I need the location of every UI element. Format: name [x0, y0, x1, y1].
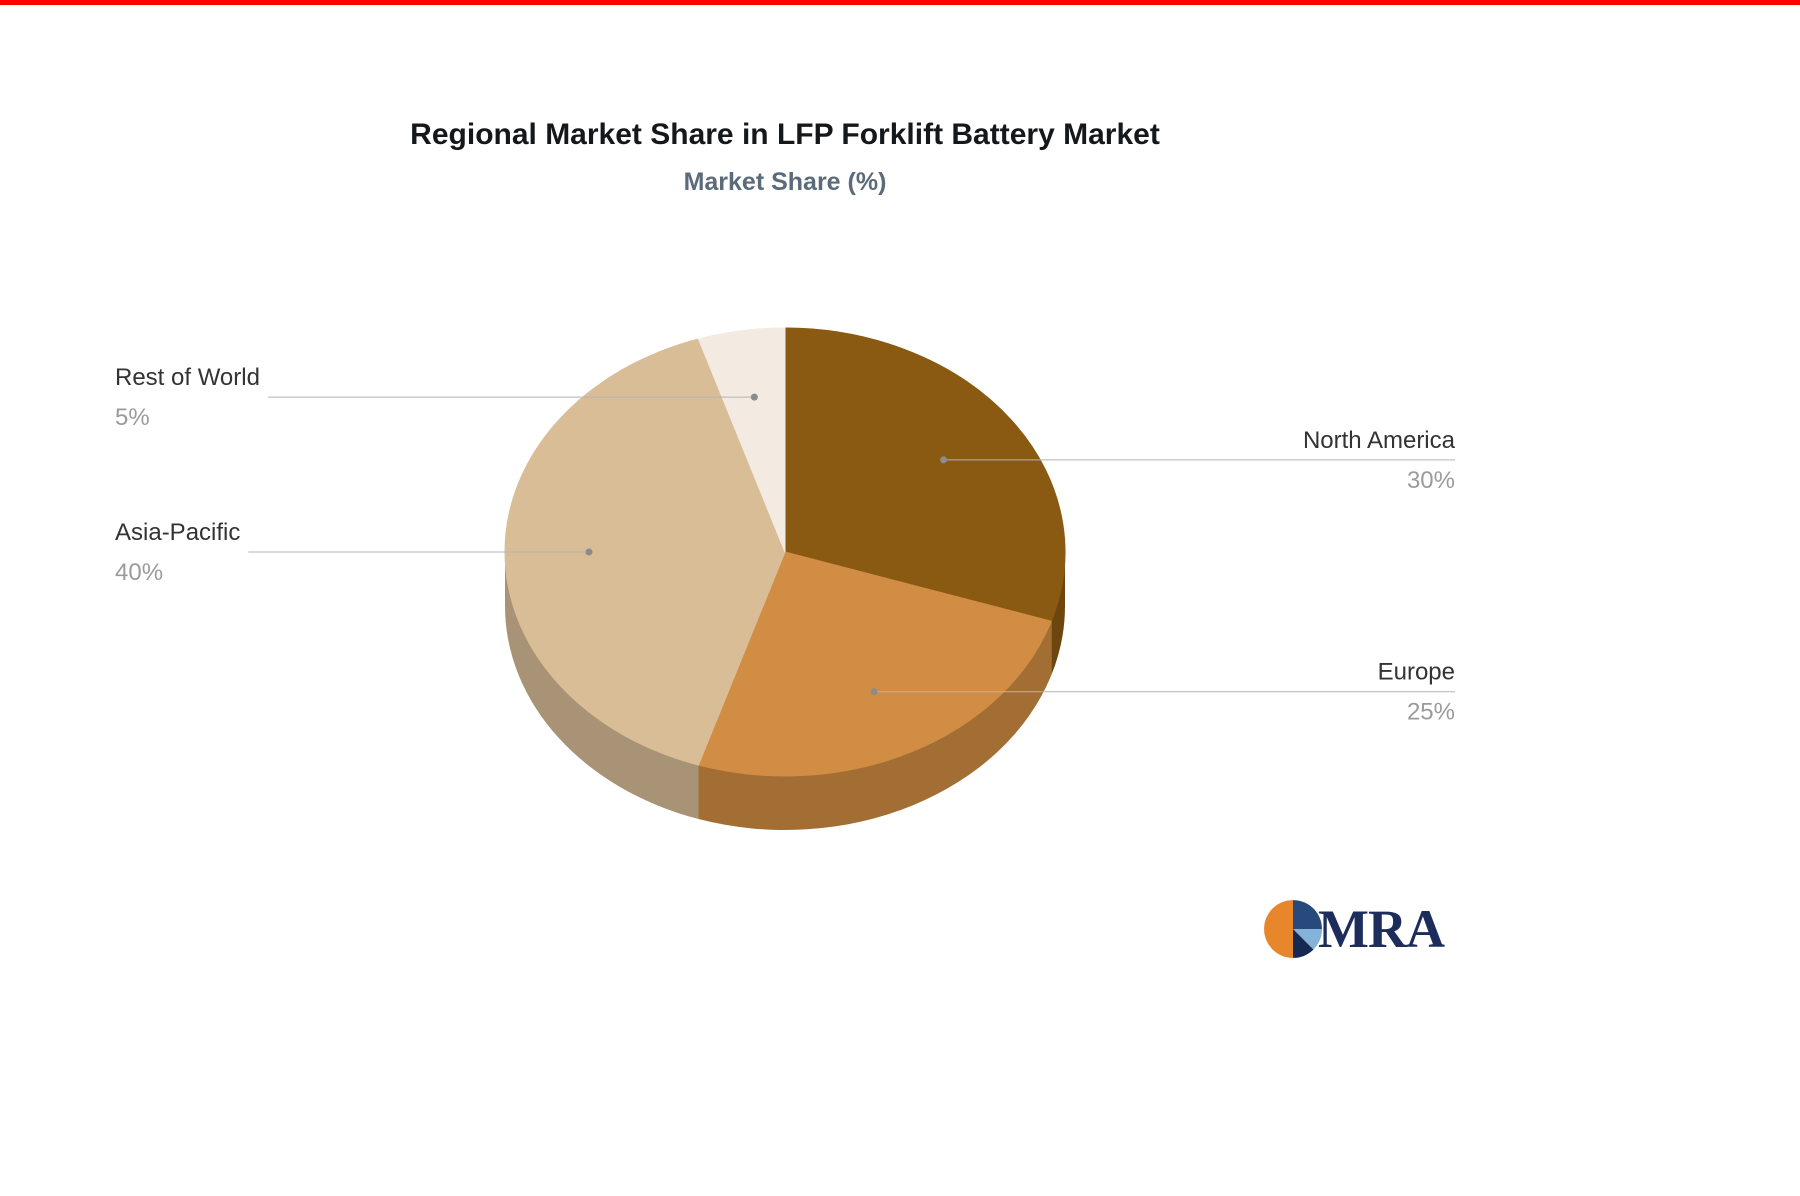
slice-label-value-rest-of-world: 5% [115, 404, 150, 431]
slice-label-name-north-america: North America [1303, 427, 1456, 454]
mra-logo-mark-icon [1264, 900, 1322, 958]
slice-label-value-europe: 25% [1407, 699, 1455, 726]
mra-logo: MRA [1262, 898, 1445, 960]
slice-label-value-asia-pacific: 40% [115, 559, 163, 586]
pie-slice-wall-europe [698, 621, 1052, 830]
logo-wedge-blue-light [1293, 929, 1322, 950]
pie-slice-north-america[interactable] [784, 327, 1066, 622]
leader-dot-europe [870, 688, 878, 696]
mra-logo-text: MRA [1318, 899, 1445, 959]
pie-slice-rest-of-world[interactable] [697, 327, 786, 553]
chart-subtitle: Market Share (%) [683, 168, 887, 196]
top-accent-bar [0, 0, 1800, 5]
chart-title: Regional Market Share in LFP Forklift Ba… [410, 118, 1160, 151]
pie-slice-wall-north-america [1051, 552, 1065, 676]
leader-dot-north-america [940, 456, 948, 464]
logo-wedge-blue-dark [1293, 900, 1322, 929]
slice-label-name-asia-pacific: Asia-Pacific [115, 519, 240, 546]
slice-label-name-europe: Europe [1378, 659, 1455, 686]
logo-wedge-orange [1264, 900, 1293, 958]
logo-wedge-navy [1293, 929, 1314, 958]
slice-label-value-north-america: 30% [1407, 467, 1455, 494]
pie-slice-europe[interactable] [697, 551, 1052, 777]
pie-slice-wall-asia-pacific [505, 552, 699, 820]
leader-dot-rest-of-world [750, 393, 758, 401]
leader-dot-asia-pacific [585, 548, 593, 556]
slice-label-name-rest-of-world: Rest of World [115, 364, 260, 391]
